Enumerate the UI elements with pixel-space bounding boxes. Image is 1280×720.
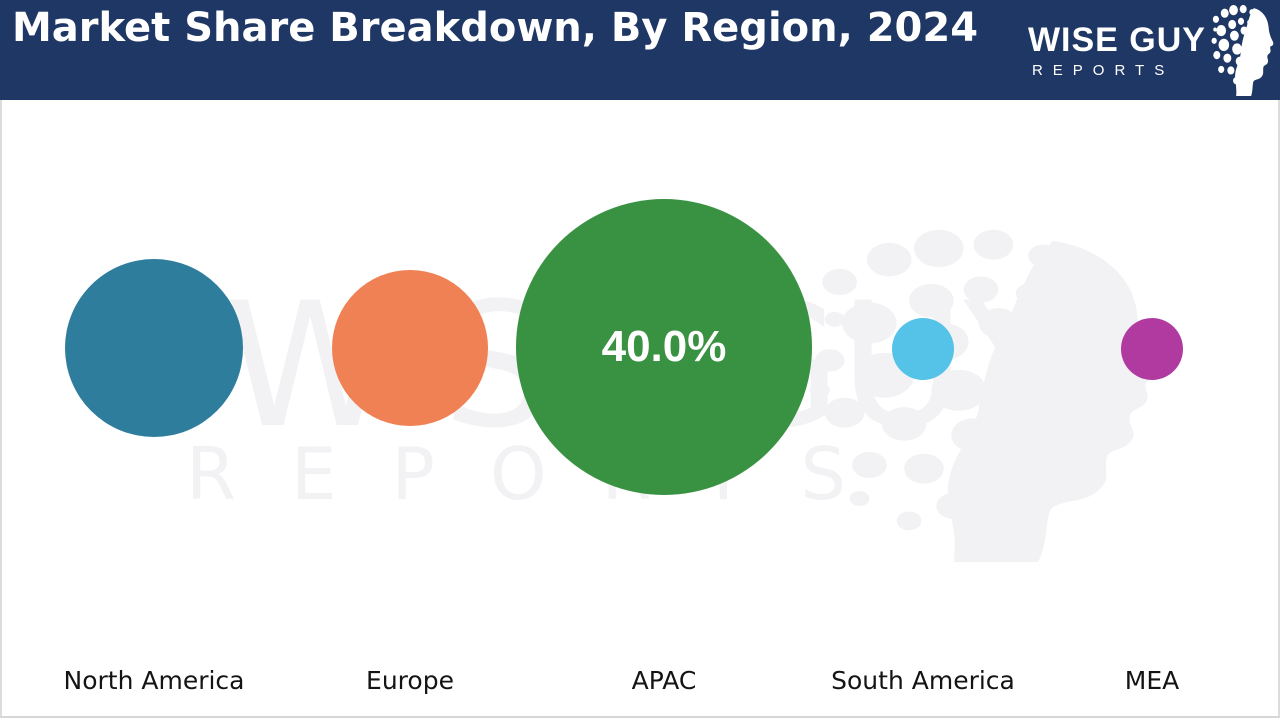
category-label-north-america: North America [63, 666, 245, 695]
bubble-value-label: 40.0% [601, 322, 727, 371]
logo-name-text: WISE GUY [1027, 21, 1206, 59]
bubble-north-america [65, 259, 243, 437]
bubble-apac: 40.0% [516, 199, 812, 495]
logo-head-icon [1211, 5, 1274, 96]
bubble-mea [1121, 318, 1183, 380]
category-label-mea: MEA [1124, 666, 1180, 695]
page-title: Market Share Breakdown, By Region, 2024 [12, 5, 979, 51]
category-label-apac: APAC [631, 666, 697, 695]
header-bar: Market Share Breakdown, By Region, 2024 … [0, 0, 1280, 100]
wise-guy-logo: WISE GUY REPORTS [1028, 2, 1274, 98]
category-label-europe: Europe [366, 666, 454, 695]
logo-tagline-text: REPORTS [1031, 62, 1175, 79]
bubble-south-america [892, 318, 954, 380]
bubble-europe [332, 270, 488, 426]
category-label-south-america: South America [831, 666, 1015, 695]
